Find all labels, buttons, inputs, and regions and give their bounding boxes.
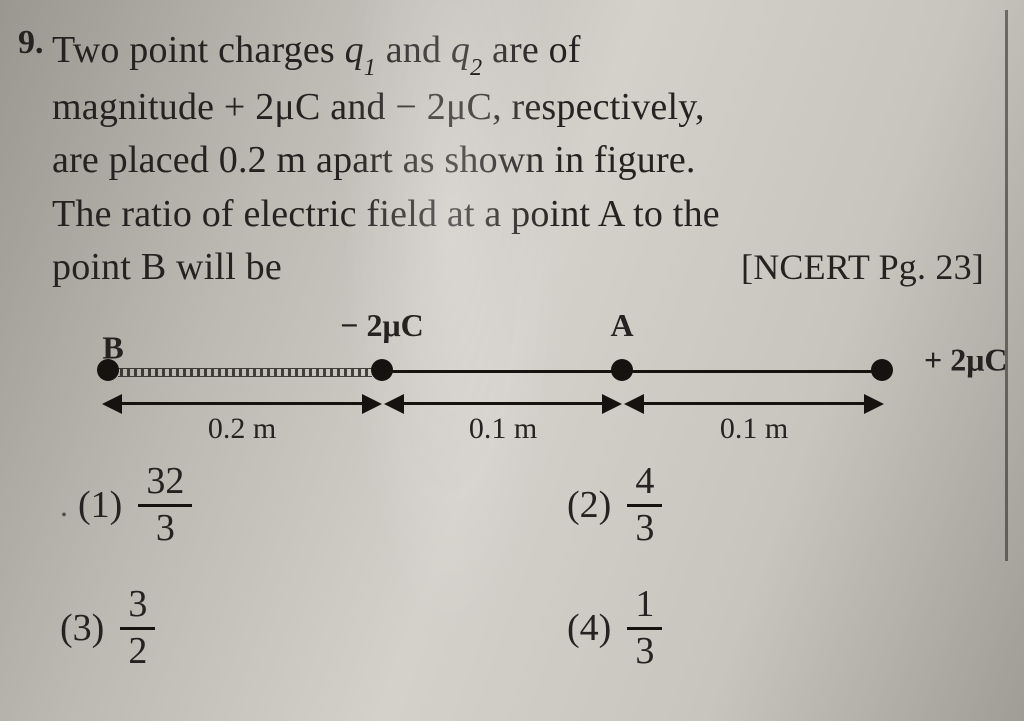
answer-options: .(1)323(2)43(3)32(4)13: [60, 462, 984, 672]
dim-arrow-left-2: [624, 394, 644, 414]
text-segment: point B will be: [52, 241, 282, 294]
option-fraction: 32: [120, 585, 155, 672]
option-id: (4): [567, 606, 611, 650]
var-q1: q: [345, 29, 364, 71]
var-q1-sub: 1: [364, 55, 376, 81]
option-fraction: 43: [627, 462, 662, 549]
fraction-numerator: 4: [627, 462, 662, 507]
text-segment: are of: [492, 29, 581, 71]
option-1: . (1) 323: [60, 462, 477, 549]
option-4: (4) 13: [567, 585, 984, 672]
question-line-5: point B will be [NCERT Pg. 23]: [52, 241, 984, 294]
charge-label-minus: − 2μC: [340, 307, 423, 344]
charge-label-plus: + 2μC: [924, 341, 1007, 378]
page: 9. Two point charges q1 and q2 are of ma…: [0, 0, 1024, 721]
dim-arrow-left-0: [102, 394, 122, 414]
charge-dot-plus: [871, 359, 893, 381]
fraction-numerator: 32: [138, 462, 192, 507]
dim-label-0: 0.2 m: [208, 412, 276, 446]
var-q2-sub: 2: [470, 55, 482, 81]
option-3: (3) 32: [60, 585, 477, 672]
option-fraction: 323: [138, 462, 192, 549]
question-line-4: The ratio of electric field at a point A…: [52, 188, 984, 241]
fraction-numerator: 1: [627, 585, 662, 630]
fraction-numerator: 3: [120, 585, 155, 630]
option-bullet: .: [60, 487, 68, 524]
reference-tag: [NCERT Pg. 23]: [741, 242, 984, 292]
question-line-1: Two point charges q1 and q2 are of: [52, 24, 984, 81]
dim-arrow-left-1: [384, 394, 404, 414]
fraction-denominator: 2: [120, 630, 155, 672]
var-q2: q: [451, 29, 470, 71]
page-right-margin: [1005, 10, 1008, 561]
charge-diagram: B− 2μCA+ 2μC0.2 m0.1 m0.1 m: [62, 298, 942, 448]
option-fraction: 13: [627, 585, 662, 672]
option-id: (1): [78, 483, 122, 527]
fraction-denominator: 3: [627, 630, 662, 672]
question-text: Two point charges q1 and q2 are of magni…: [52, 24, 984, 294]
question-line-2: magnitude + 2μC and − 2μC, respectively,: [52, 81, 984, 134]
charge-dot-A: [611, 359, 633, 381]
diagram-dotted-segment: [118, 368, 372, 377]
option-id: (2): [567, 483, 611, 527]
dim-label-1: 0.1 m: [469, 412, 537, 446]
fraction-denominator: 3: [627, 507, 662, 549]
fraction-denominator: 3: [148, 507, 183, 549]
dim-arrow-right-2: [864, 394, 884, 414]
charge-label-A: A: [610, 307, 633, 344]
option-2: (2) 43: [567, 462, 984, 549]
option-id: (3): [60, 606, 104, 650]
dim-label-2: 0.1 m: [720, 412, 788, 446]
dim-arrow-right-1: [602, 394, 622, 414]
question-line-3: are placed 0.2 m apart as shown in figur…: [52, 134, 984, 187]
dim-arrow-right-0: [362, 394, 382, 414]
dim-bar-0: [120, 402, 364, 405]
dim-bar-2: [642, 402, 866, 405]
charge-dot-minus: [371, 359, 393, 381]
text-segment: and: [386, 29, 451, 71]
text-segment: Two point charges: [52, 29, 345, 71]
charge-label-B: B: [102, 329, 123, 366]
question-number: 9.: [18, 24, 44, 62]
dim-bar-1: [402, 402, 604, 405]
